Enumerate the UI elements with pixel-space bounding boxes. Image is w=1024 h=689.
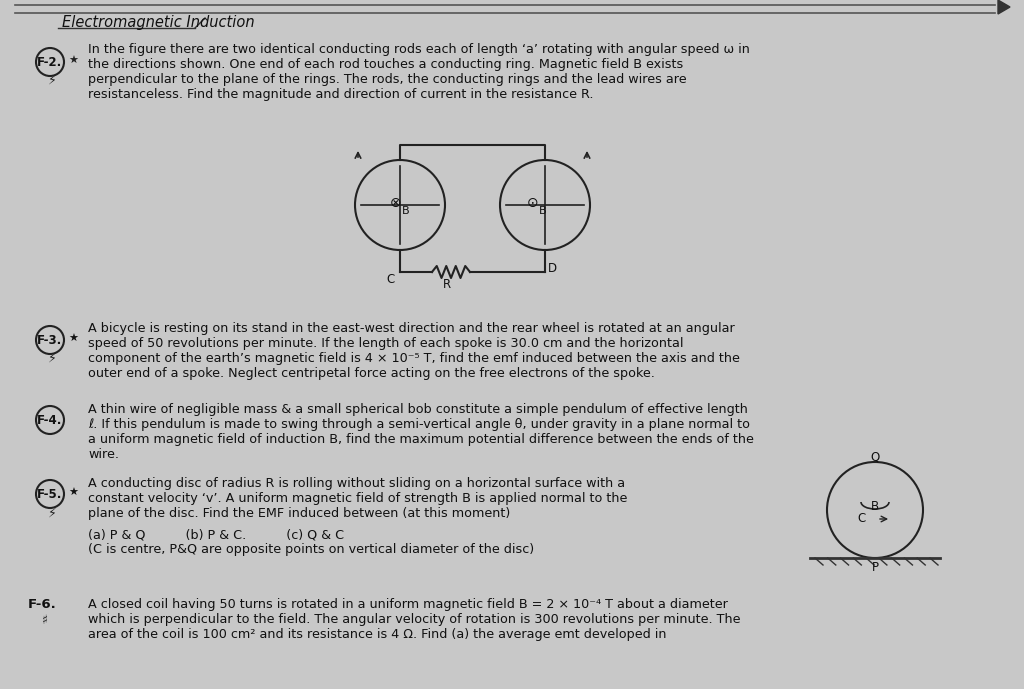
Text: B: B [540,206,547,216]
Polygon shape [998,0,1010,14]
Text: (a) P & Q          (b) P & C.          (c) Q & C: (a) P & Q (b) P & C. (c) Q & C [88,529,344,542]
Text: B: B [402,206,410,216]
Text: A closed coil having 50 turns is rotated in a uniform magnetic field B = 2 × 10⁻: A closed coil having 50 turns is rotated… [88,598,740,641]
Text: A thin wire of negligible mass & a small spherical bob constitute a simple pendu: A thin wire of negligible mass & a small… [88,403,754,461]
Text: ⊗: ⊗ [390,196,401,210]
Text: F-4.: F-4. [37,413,62,426]
Text: A conducting disc of radius R is rolling without sliding on a horizontal surface: A conducting disc of radius R is rolling… [88,477,628,520]
Text: Electromagnetic Induction: Electromagnetic Induction [62,15,255,30]
Text: F-6.: F-6. [28,598,56,611]
Text: C: C [857,513,865,526]
Text: ★: ★ [68,334,78,344]
Text: ♯: ♯ [42,614,48,627]
Text: (C is centre, P&Q are opposite points on vertical diameter of the disc): (C is centre, P&Q are opposite points on… [88,543,535,556]
Text: A bicycle is resting on its stand in the east-west direction and the rear wheel : A bicycle is resting on its stand in the… [88,322,740,380]
Text: C: C [386,273,394,286]
Text: Q: Q [870,450,880,463]
Text: D: D [548,262,557,275]
Text: P: P [871,561,879,574]
Text: ⚡: ⚡ [48,507,56,520]
Text: ★: ★ [68,56,78,66]
Text: ⚡: ⚡ [48,352,56,365]
Text: F-5.: F-5. [37,488,62,500]
Text: In the figure there are two identical conducting rods each of length ‘a’ rotatin: In the figure there are two identical co… [88,43,750,101]
Text: B: B [871,500,879,513]
Text: R: R [443,278,451,291]
Text: ★: ★ [68,488,78,498]
Text: F-3.: F-3. [37,333,62,347]
Text: ⚡: ⚡ [48,74,56,87]
Text: ⊙: ⊙ [527,196,539,210]
Text: F-2.: F-2. [37,56,62,68]
